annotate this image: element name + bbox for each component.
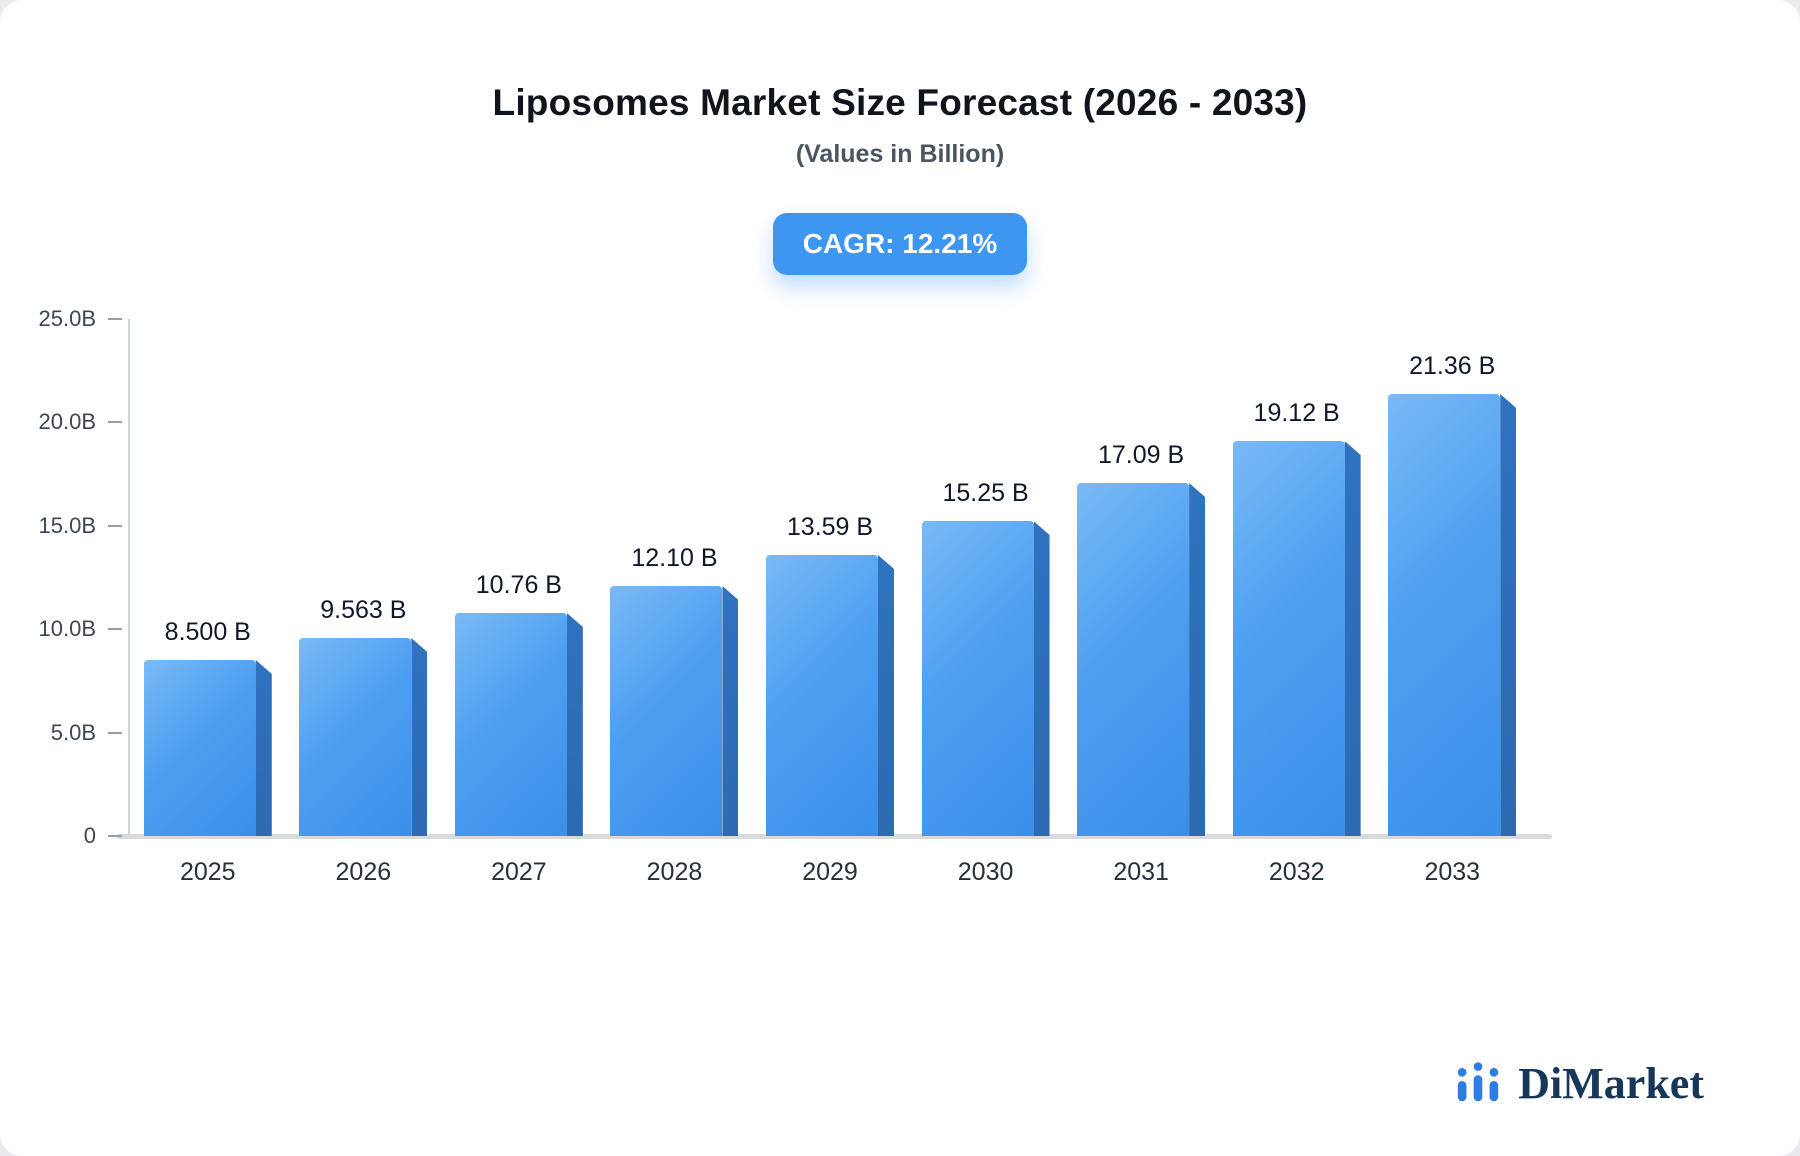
- y-axis-line: [128, 319, 130, 836]
- y-tick-label: 0: [83, 823, 96, 848]
- bar-value-label: 21.36 B: [1409, 352, 1496, 380]
- x-tick-label: 2032: [1268, 858, 1325, 886]
- chart-title: Liposomes Market Size Forecast (2026 - 2…: [492, 82, 1308, 123]
- bar-value-label: 10.76 B: [475, 571, 562, 599]
- y-tick-mark: [108, 421, 122, 424]
- x-axis-baseline: [116, 834, 1552, 839]
- x-tick-label: 2030: [957, 858, 1014, 886]
- x-tick-label: 2027: [491, 858, 547, 886]
- chart-subtitle: (Values in Billion): [795, 140, 1005, 168]
- bar-front: [1232, 441, 1345, 836]
- bar-side: [255, 660, 272, 836]
- x-tick-label: 2026: [335, 858, 392, 886]
- bar-value-label: 9.563 B: [320, 596, 407, 624]
- y-tick-mark: [108, 524, 122, 527]
- bar-value-label: 19.12 B: [1253, 399, 1340, 427]
- bar-side: [722, 586, 739, 836]
- bar-side: [411, 638, 428, 836]
- y-tick-label: 15.0B: [38, 512, 97, 538]
- bar-value-label: 17.09 B: [1098, 441, 1185, 469]
- y-tick-mark: [108, 318, 122, 320]
- x-tick-label: 2029: [802, 858, 858, 886]
- bar-value-label: 12.10 B: [631, 544, 718, 572]
- y-tick-label: 25.0B: [38, 306, 97, 331]
- x-axis: 2025 2026 2027 2028 2029 2030 2031 2032 2033: [130, 836, 1530, 887]
- brand-logo: DiMarket: [1452, 1055, 1704, 1112]
- y-tick-label: 20.0B: [38, 409, 97, 435]
- bar-front: [921, 521, 1034, 836]
- bar-side: [566, 613, 583, 836]
- bar-side: [1344, 441, 1361, 836]
- bar-front: [765, 555, 878, 836]
- y-tick-mark: [108, 835, 122, 837]
- bar-value-label: 13.59 B: [786, 513, 874, 541]
- chart-plot: 0 5.0B 10.0B 15.0B 20.0B 25.0B 8.500 B 9.563 B 1…: [39, 306, 1552, 848]
- mini-bar-chart-icon: [1452, 1055, 1504, 1112]
- bar-side: [1033, 521, 1050, 836]
- bar-group: 19.12 B: [1219, 399, 1375, 836]
- cagr-badge-row: CAGR: 12.21%: [0, 213, 1800, 275]
- y-tick-label: 10.0B: [38, 616, 97, 642]
- x-tick-label: 2033: [1424, 858, 1481, 886]
- bar-front: [299, 638, 412, 836]
- cagr-badge: CAGR: 12.21%: [772, 213, 1028, 275]
- bar-side: [877, 555, 894, 836]
- bar-front: [454, 613, 567, 836]
- bar-group: 10.76 B: [441, 571, 597, 836]
- bar-group: 15.25 B: [908, 479, 1064, 836]
- y-tick-mark: [108, 628, 122, 631]
- x-tick-label: 2025: [179, 858, 236, 886]
- y-tick-mark: [108, 731, 122, 734]
- x-tick-label: 2031: [1113, 858, 1169, 886]
- bar-value-label: 15.25 B: [942, 479, 1029, 507]
- y-tick-label: 5.0B: [50, 719, 96, 745]
- bar-front: [143, 660, 256, 836]
- bar-value-label: 8.500 B: [164, 618, 251, 646]
- bar-side: [1500, 394, 1517, 836]
- bar-side: [1189, 483, 1206, 836]
- bar-front: [1077, 483, 1190, 836]
- bar-group: 12.10 B: [597, 544, 753, 836]
- bar-front: [610, 586, 723, 836]
- bar-group: 17.09 B: [1063, 441, 1219, 836]
- brand-name: DiMarket: [1518, 1059, 1704, 1108]
- bar-group: 8.500 B: [130, 618, 286, 836]
- bar-group: 9.563 B: [286, 596, 442, 836]
- bar-front: [1388, 394, 1501, 836]
- bar-group: 21.36 B: [1374, 352, 1530, 836]
- x-tick-label: 2028: [646, 858, 703, 886]
- bar-group: 13.59 B: [752, 513, 908, 836]
